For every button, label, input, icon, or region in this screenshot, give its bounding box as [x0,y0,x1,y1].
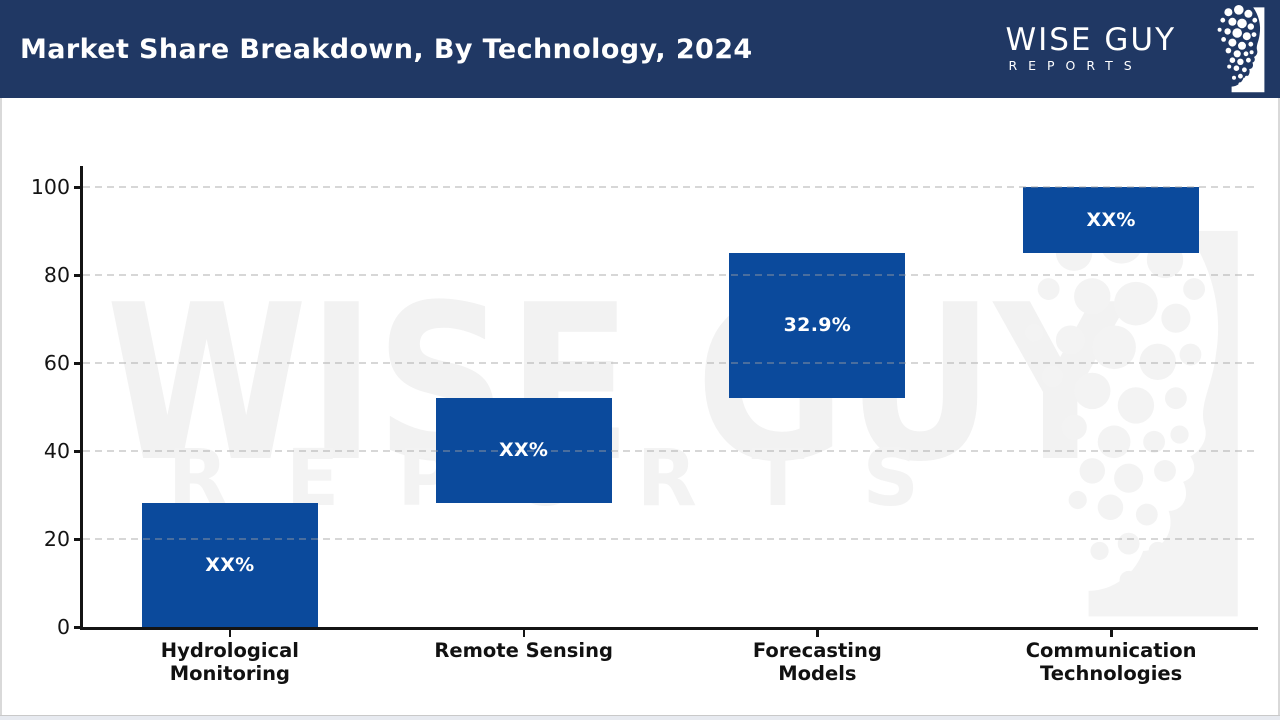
y-tick-mark [74,450,82,453]
x-tick-mark [522,629,526,637]
y-tick-mark [74,538,82,541]
x-tick-mark [228,629,232,637]
bar-value-label: XX% [1086,209,1136,231]
y-tick-label: 40 [43,439,70,463]
gridline [83,362,1258,364]
watermark-wordmark: WISE GUY [106,258,1127,509]
y-tick-label: 0 [56,615,70,639]
gridline [83,450,1258,452]
y-tick-label: 20 [43,527,70,551]
card-border-bottom [0,715,1280,720]
gridline [83,274,1258,276]
wiseguy-face-icon [1217,5,1265,93]
x-axis-label: Hydrological Monitoring [160,639,299,685]
x-tick-mark [816,629,819,637]
header: Market Share Breakdown, By Technology, 2… [0,0,1280,98]
y-tick-mark [74,626,82,629]
x-axis-label: Forecasting Models [752,639,882,685]
bar-chart: WISE GUY REPORTS XX%XX%32.9%XX%020406080… [0,98,1280,715]
y-tick-label: 80 [43,263,70,287]
bar-value-label: 32.9% [783,314,852,337]
gridline [83,186,1258,188]
wiseguy-logo: WISE GUY REPORTS [1005,4,1266,94]
y-tick-label: 60 [43,351,70,375]
y-axis-line [80,166,83,630]
page-title: Market Share Breakdown, By Technology, 2… [20,33,753,65]
x-axis-label: Remote Sensing [434,639,613,662]
x-axis-line [80,627,1258,630]
bar-4 [1023,187,1200,253]
y-tick-mark [74,274,82,277]
y-tick-mark [74,186,82,189]
logo-wordmark: WISE GUY [1005,22,1176,59]
bar-1 [141,502,318,627]
gridline [83,538,1258,540]
x-tick-mark [1110,629,1113,637]
card-border-left [0,98,2,720]
logo-text: WISE GUY REPORTS [1005,25,1176,73]
bar-value-label: XX% [499,439,549,462]
bar-value-label: XX% [205,553,255,576]
x-axis-label: Communication Technologies [1025,639,1197,685]
logo-subtitle: REPORTS [1008,58,1143,74]
y-tick-mark [74,362,82,365]
y-tick-label: 100 [30,175,70,199]
bar-3 [729,253,906,398]
card-border-right [1278,98,1280,720]
bar-2 [435,397,612,503]
